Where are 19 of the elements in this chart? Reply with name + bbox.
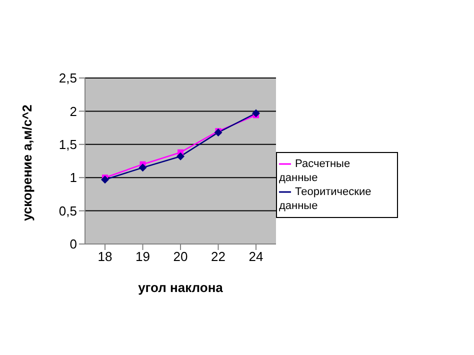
x-tick-label: 22 [211, 249, 226, 264]
legend-label: Теоритические данные [279, 186, 372, 212]
y-axis-title: ускорение а,м/с^2 [20, 104, 35, 221]
x-tick-label: 24 [248, 249, 264, 264]
y-tick-label: 0,5 [58, 203, 77, 218]
legend-label: Расчетные данные [279, 158, 350, 184]
y-tick-label: 2,5 [58, 70, 77, 86]
x-tick-label: 20 [173, 249, 188, 264]
x-axis-title: угол наклона [138, 280, 224, 295]
y-tick-label: 1 [70, 170, 77, 186]
point [101, 176, 109, 184]
point [176, 152, 184, 160]
y-tick-label: 1,5 [58, 137, 77, 152]
point [138, 164, 147, 172]
x-tick-label: 19 [136, 249, 150, 264]
y-tick-label: 0 [70, 236, 77, 252]
point [252, 109, 260, 118]
y-tick-label: 2 [70, 104, 77, 119]
x-tick-label: 18 [98, 249, 112, 264]
